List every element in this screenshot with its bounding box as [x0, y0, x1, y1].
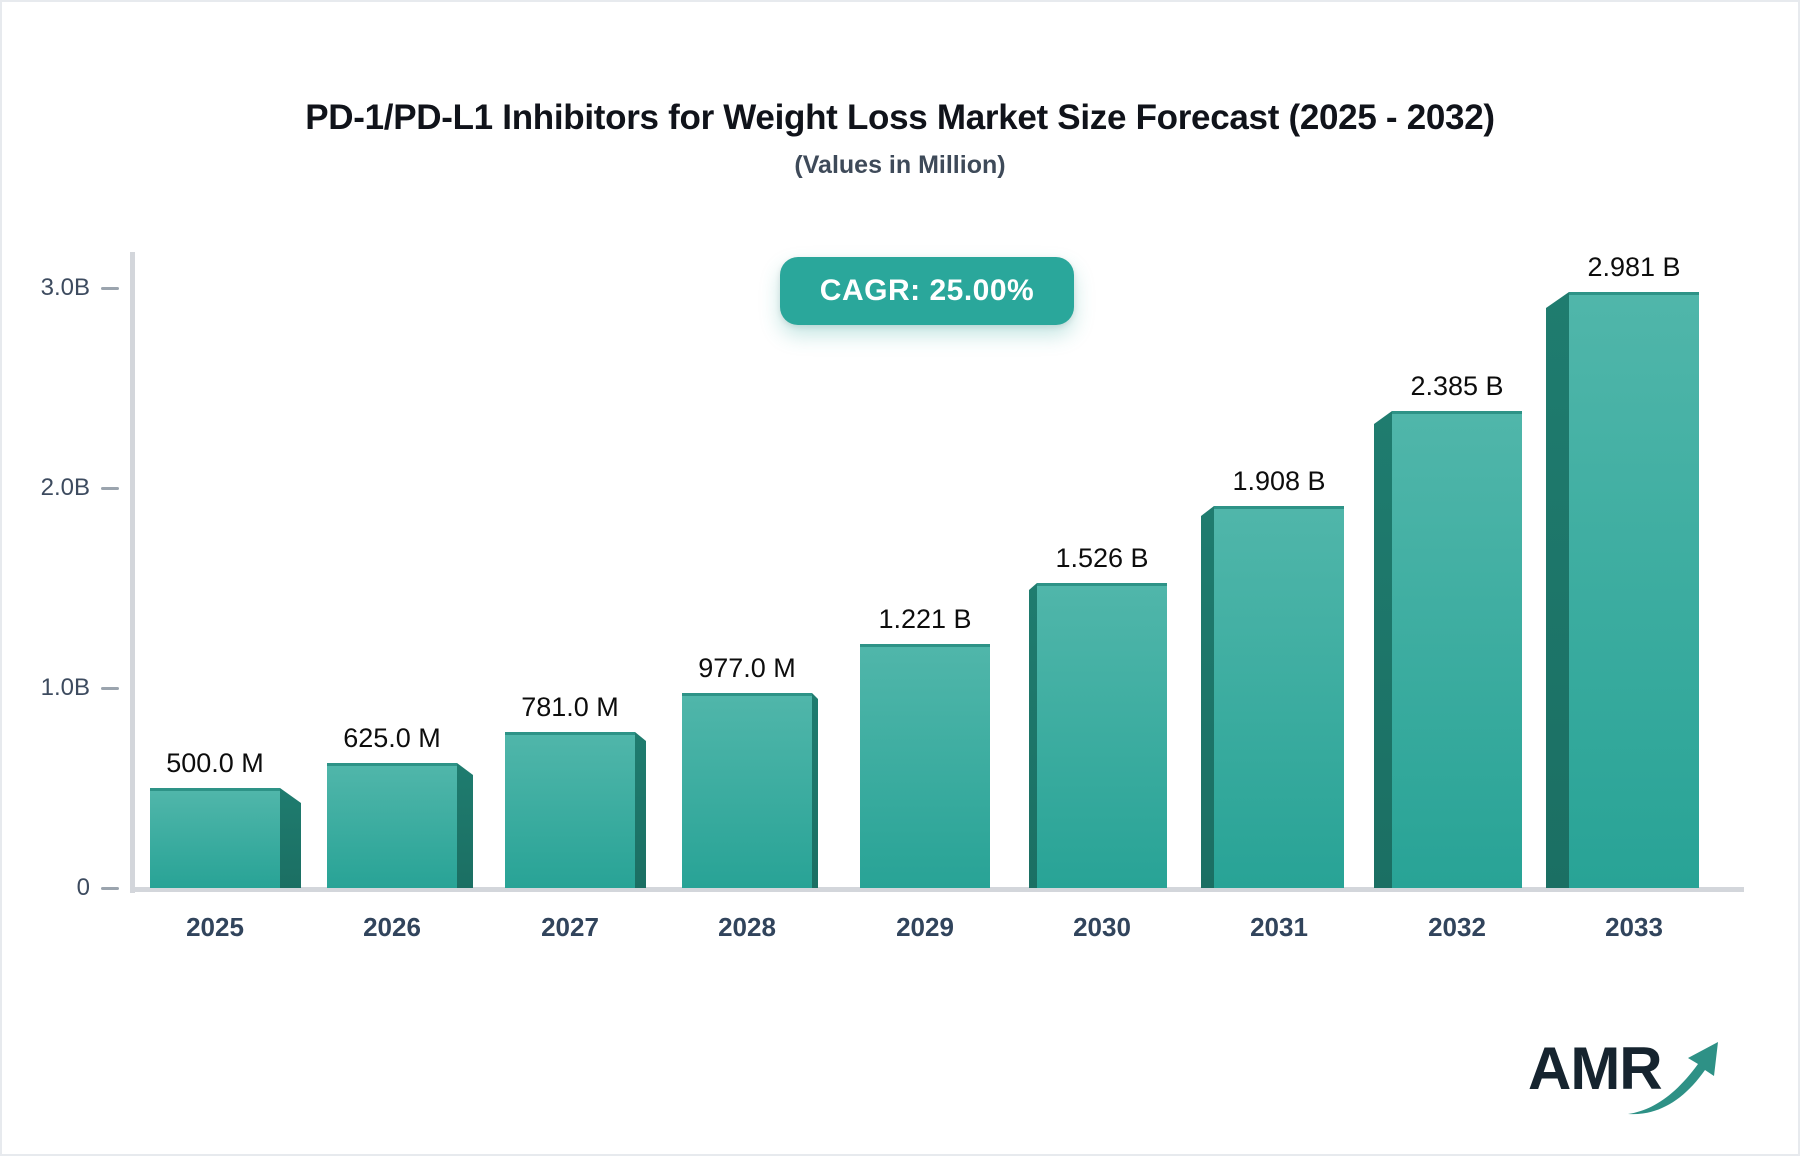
bar-side-face	[1374, 411, 1392, 888]
bar-side-face	[280, 788, 301, 888]
bar-value-label: 977.0 M	[698, 653, 796, 683]
y-axis-line	[130, 252, 135, 893]
y-axis-label: 1.0B	[40, 674, 90, 701]
chart-subtitle: (Values in Million)	[794, 151, 1006, 179]
bar-side-face	[1546, 292, 1569, 888]
amr-logo: AMR	[1528, 1028, 1728, 1118]
bar-face	[505, 732, 635, 888]
bar-side-face	[635, 732, 646, 888]
x-axis-label: 2032	[1428, 912, 1486, 942]
bar-face	[682, 693, 812, 888]
bar-side-face	[812, 693, 818, 888]
bar-face	[1214, 506, 1344, 888]
bar-face	[1569, 292, 1699, 888]
y-axis-tick	[101, 287, 119, 290]
bar-value-label: 1.526 B	[1055, 543, 1149, 573]
bar-side-face	[1029, 583, 1037, 888]
y-axis-tick	[101, 887, 119, 890]
bar-value-label: 500.0 M	[166, 748, 264, 778]
x-axis-label: 2031	[1250, 912, 1308, 942]
bar-value-label: 2.981 B	[1587, 252, 1681, 282]
x-axis-label: 2027	[541, 912, 599, 942]
cagr-badge: CAGR: 25.00%	[780, 257, 1074, 325]
bar-side-face	[457, 763, 473, 888]
bar-value-label: 1.908 B	[1232, 466, 1326, 496]
x-axis-label: 2026	[363, 912, 421, 942]
bar-face	[1037, 583, 1167, 888]
bar-face	[327, 763, 457, 888]
bar-face	[150, 788, 280, 888]
x-axis-label: 2033	[1605, 912, 1663, 942]
y-axis-label: 3.0B	[40, 274, 90, 301]
bar-value-label: 1.221 B	[878, 604, 972, 634]
trend-up-arrow-icon	[1628, 1042, 1718, 1115]
amr-logo-text: AMR	[1528, 1035, 1663, 1102]
y-axis-tick	[101, 687, 119, 690]
cagr-badge-label: CAGR: 25.00%	[819, 274, 1035, 307]
y-axis-label: 2.0B	[40, 474, 90, 501]
bar-face	[1392, 411, 1522, 888]
bar-side-face	[1201, 506, 1214, 888]
bar-face	[860, 644, 990, 888]
x-axis-label: 2030	[1073, 912, 1131, 942]
x-axis-label: 2029	[896, 912, 954, 942]
bar-value-label: 781.0 M	[521, 692, 619, 722]
x-axis-label: 2028	[718, 912, 776, 942]
y-axis-tick	[101, 487, 119, 490]
bar-value-label: 2.385 B	[1410, 371, 1504, 401]
x-axis-label: 2025	[186, 912, 244, 942]
y-axis-label: 0	[76, 874, 90, 901]
x-axis-line	[130, 887, 1744, 892]
bar-value-label: 625.0 M	[343, 723, 441, 753]
chart-title: PD-1/PD-L1 Inhibitors for Weight Loss Ma…	[305, 98, 1495, 137]
